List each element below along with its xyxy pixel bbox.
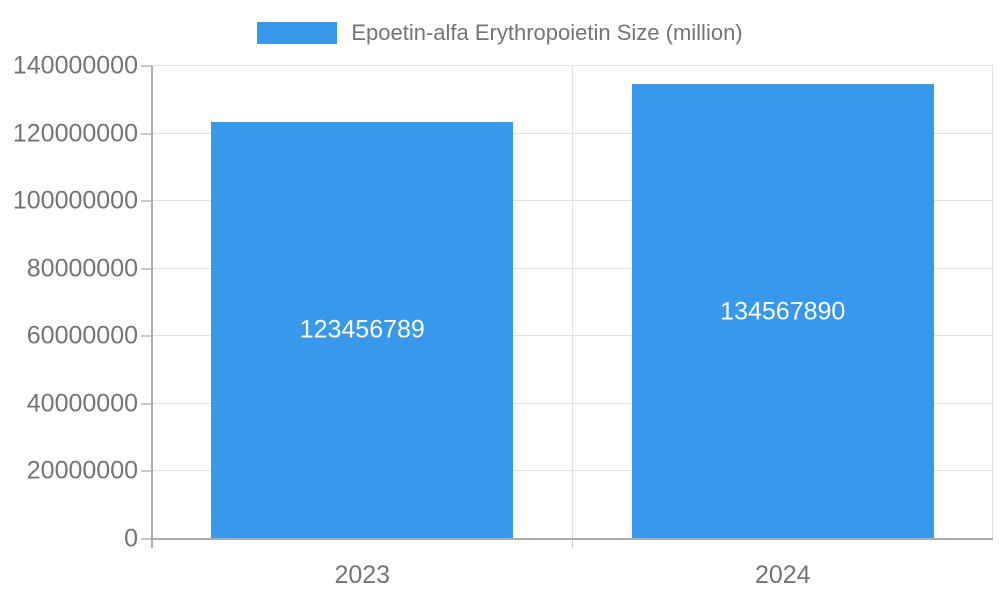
legend-label: Epoetin-alfa Erythropoietin Size (millio…: [351, 20, 743, 45]
y-axis-label: 120000000: [12, 119, 138, 148]
x-axis-tick: [572, 539, 573, 548]
plot-right-border: [992, 66, 993, 539]
y-axis-label: 0: [124, 524, 138, 553]
y-gridline: [152, 65, 993, 66]
bar-value-label: 123456789: [299, 315, 425, 344]
y-axis-tick: [141, 267, 152, 270]
y-axis-label: 60000000: [26, 321, 138, 350]
y-axis-line: [151, 66, 153, 548]
x-axis-label: 2023: [334, 561, 391, 589]
bar-2024[interactable]: [631, 84, 934, 539]
legend-swatch: [257, 22, 338, 44]
y-axis-label: 140000000: [12, 51, 138, 80]
x-axis-label: 2024: [754, 561, 811, 589]
y-axis-tick: [141, 402, 152, 405]
y-axis-tick: [141, 538, 152, 540]
category-boundary-gridline: [572, 66, 573, 539]
y-axis-tick: [141, 200, 152, 203]
y-axis-tick: [141, 335, 152, 338]
legend-item[interactable]: Epoetin-alfa Erythropoietin Size (millio…: [257, 20, 743, 46]
y-axis-label: 100000000: [12, 186, 138, 215]
y-axis-label: 80000000: [26, 254, 138, 283]
y-axis-label: 20000000: [26, 456, 138, 485]
bar-2023[interactable]: [211, 121, 514, 539]
y-axis-label: 40000000: [26, 389, 138, 418]
legend: Epoetin-alfa Erythropoietin Size (millio…: [0, 20, 1000, 46]
bar-value-label: 134567890: [720, 297, 846, 326]
y-axis-tick: [141, 65, 152, 67]
y-axis-tick: [141, 470, 152, 473]
y-axis-tick: [141, 132, 152, 135]
x-axis-line: [150, 538, 993, 540]
